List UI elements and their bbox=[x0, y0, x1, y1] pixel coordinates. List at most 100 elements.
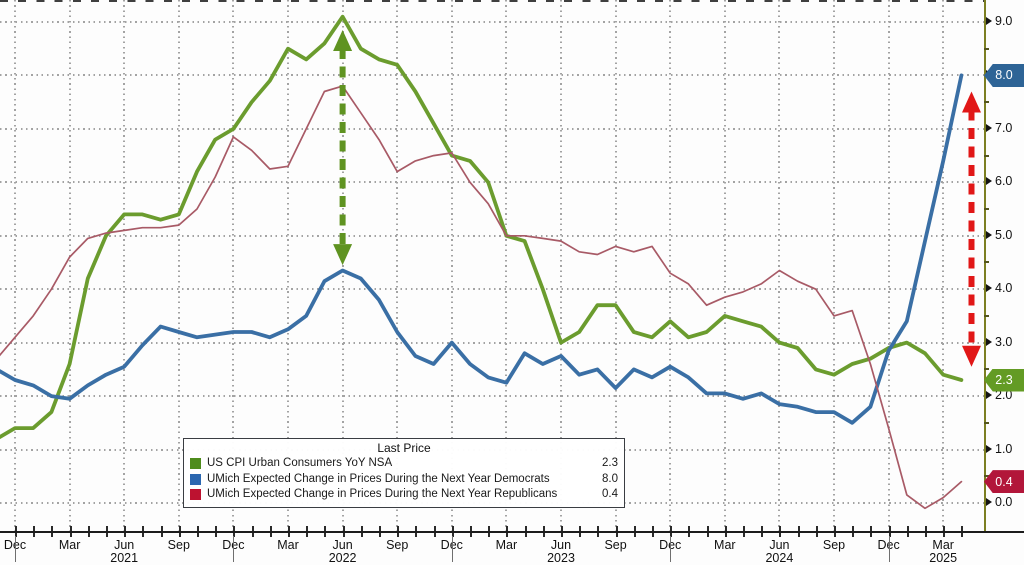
x-minor-tick-below bbox=[652, 533, 654, 537]
x-minor-tick bbox=[106, 526, 108, 531]
y-tick-text: 9.0 bbox=[995, 14, 1013, 28]
x-minor-tick bbox=[888, 526, 891, 531]
x-minor-tick-below bbox=[106, 533, 108, 537]
legend-series-value: 0.4 bbox=[602, 488, 618, 500]
x-minor-tick-below bbox=[451, 533, 454, 537]
gridline-vertical bbox=[396, 0, 399, 531]
x-minor-tick-below bbox=[633, 533, 636, 537]
x-minor-tick-below bbox=[743, 533, 745, 537]
x-minor-tick bbox=[652, 526, 654, 531]
x-minor-tick-below bbox=[670, 533, 673, 537]
y-tick-text: 0.0 bbox=[995, 494, 1013, 509]
gridline-vertical bbox=[287, 0, 289, 531]
x-minor-tick bbox=[51, 526, 54, 531]
x-minor-tick bbox=[470, 526, 472, 531]
x-minor-tick bbox=[87, 526, 90, 531]
x-minor-tick bbox=[579, 526, 582, 531]
gridline-vertical bbox=[723, 0, 726, 531]
x-minor-tick-below bbox=[779, 533, 782, 537]
gridline-horizontal bbox=[0, 341, 984, 344]
tick-arrow-icon bbox=[986, 230, 992, 239]
x-minor-tick-below bbox=[561, 533, 563, 537]
x-minor-tick bbox=[670, 526, 673, 531]
series-line bbox=[0, 14, 964, 440]
x-minor-tick bbox=[33, 526, 36, 531]
x-minor-tick-below bbox=[69, 533, 72, 537]
x-minor-tick-below bbox=[51, 533, 54, 537]
x-minor-tick bbox=[306, 526, 309, 531]
series-line bbox=[0, 85, 963, 510]
x-minor-tick bbox=[288, 526, 290, 531]
x-minor-tick bbox=[360, 526, 363, 531]
x-tick-label: Mar bbox=[932, 538, 954, 552]
gridline-vertical bbox=[14, 0, 16, 531]
gridline-vertical bbox=[68, 0, 71, 531]
cpi-peak-to-democrats-arrow bbox=[333, 30, 353, 266]
x-tick-label: Sep bbox=[167, 538, 190, 552]
gridline-horizontal bbox=[0, 395, 984, 398]
x-minor-tick bbox=[906, 526, 909, 531]
x-minor-tick bbox=[142, 526, 145, 531]
x-minor-tick-below bbox=[470, 533, 472, 537]
x-minor-tick-below bbox=[761, 533, 764, 537]
last-price-badge: 0.4 bbox=[984, 470, 1024, 494]
x-minor-tick-below bbox=[197, 533, 199, 537]
legend-row: UMich Expected Change in Prices During t… bbox=[190, 487, 618, 503]
arrowhead-icon bbox=[333, 244, 353, 266]
tick-arrow-icon bbox=[986, 444, 992, 453]
y-minor-tick bbox=[984, 154, 989, 157]
x-year-label: 2023 bbox=[547, 551, 575, 565]
x-minor-tick bbox=[251, 526, 254, 531]
x-year-separator bbox=[670, 536, 672, 562]
x-minor-tick-below bbox=[706, 533, 709, 537]
x-tick-label: Jun bbox=[114, 538, 135, 552]
x-minor-tick-below bbox=[852, 533, 855, 537]
x-minor-tick-below bbox=[87, 533, 90, 537]
y-tick-label: 0.0 bbox=[986, 495, 1012, 509]
legend-swatch bbox=[190, 473, 201, 485]
x-year-label: 2022 bbox=[328, 551, 357, 565]
x-minor-tick-below bbox=[943, 533, 946, 537]
x-minor-tick bbox=[834, 526, 836, 531]
x-minor-tick-below bbox=[397, 533, 400, 537]
x-minor-tick-below bbox=[342, 533, 345, 537]
x-minor-tick-below bbox=[524, 533, 527, 537]
legend-series-label: UMich Expected Change in Prices During t… bbox=[207, 472, 550, 485]
x-minor-tick bbox=[433, 526, 436, 531]
x-minor-tick-below bbox=[488, 533, 491, 537]
x-minor-tick-below bbox=[124, 533, 127, 537]
y-minor-tick bbox=[984, 208, 989, 211]
x-tick-label: Mar bbox=[714, 538, 736, 552]
y-tick-label: 2.0 bbox=[986, 388, 1012, 402]
x-tick-label: Jun bbox=[769, 538, 790, 552]
tick-arrow-icon bbox=[986, 123, 992, 132]
arrowhead-icon bbox=[962, 91, 981, 113]
x-minor-tick-below bbox=[724, 533, 727, 537]
y-tick-text: 7.0 bbox=[995, 120, 1013, 135]
x-tick-label: Mar bbox=[58, 538, 81, 552]
x-minor-tick bbox=[852, 526, 855, 531]
x-tick-label: Sep bbox=[604, 538, 627, 552]
x-tick-label: Jun bbox=[550, 538, 572, 552]
x-minor-tick-below bbox=[379, 533, 381, 537]
y-tick-text: 3.0 bbox=[995, 334, 1013, 349]
x-minor-tick-below bbox=[160, 533, 163, 537]
x-minor-tick-below bbox=[688, 533, 691, 537]
gridline-vertical bbox=[833, 0, 835, 531]
bottom-axis-line bbox=[0, 531, 1024, 533]
gridline-vertical bbox=[450, 0, 453, 531]
x-minor-tick bbox=[69, 526, 72, 531]
legend-box: Last Price US CPI Urban Consumers YoY NS… bbox=[183, 438, 625, 508]
x-minor-tick bbox=[415, 526, 418, 531]
x-year-label: 2024 bbox=[765, 551, 794, 565]
x-minor-tick-below bbox=[597, 533, 600, 537]
gridline-vertical bbox=[614, 0, 617, 531]
gridline-vertical bbox=[123, 0, 126, 531]
top-axis-dashes bbox=[0, 0, 984, 2]
x-minor-tick bbox=[197, 526, 199, 531]
x-minor-tick bbox=[779, 526, 782, 531]
x-minor-tick bbox=[633, 526, 636, 531]
x-minor-tick bbox=[815, 526, 818, 531]
x-minor-tick-below bbox=[288, 533, 290, 537]
